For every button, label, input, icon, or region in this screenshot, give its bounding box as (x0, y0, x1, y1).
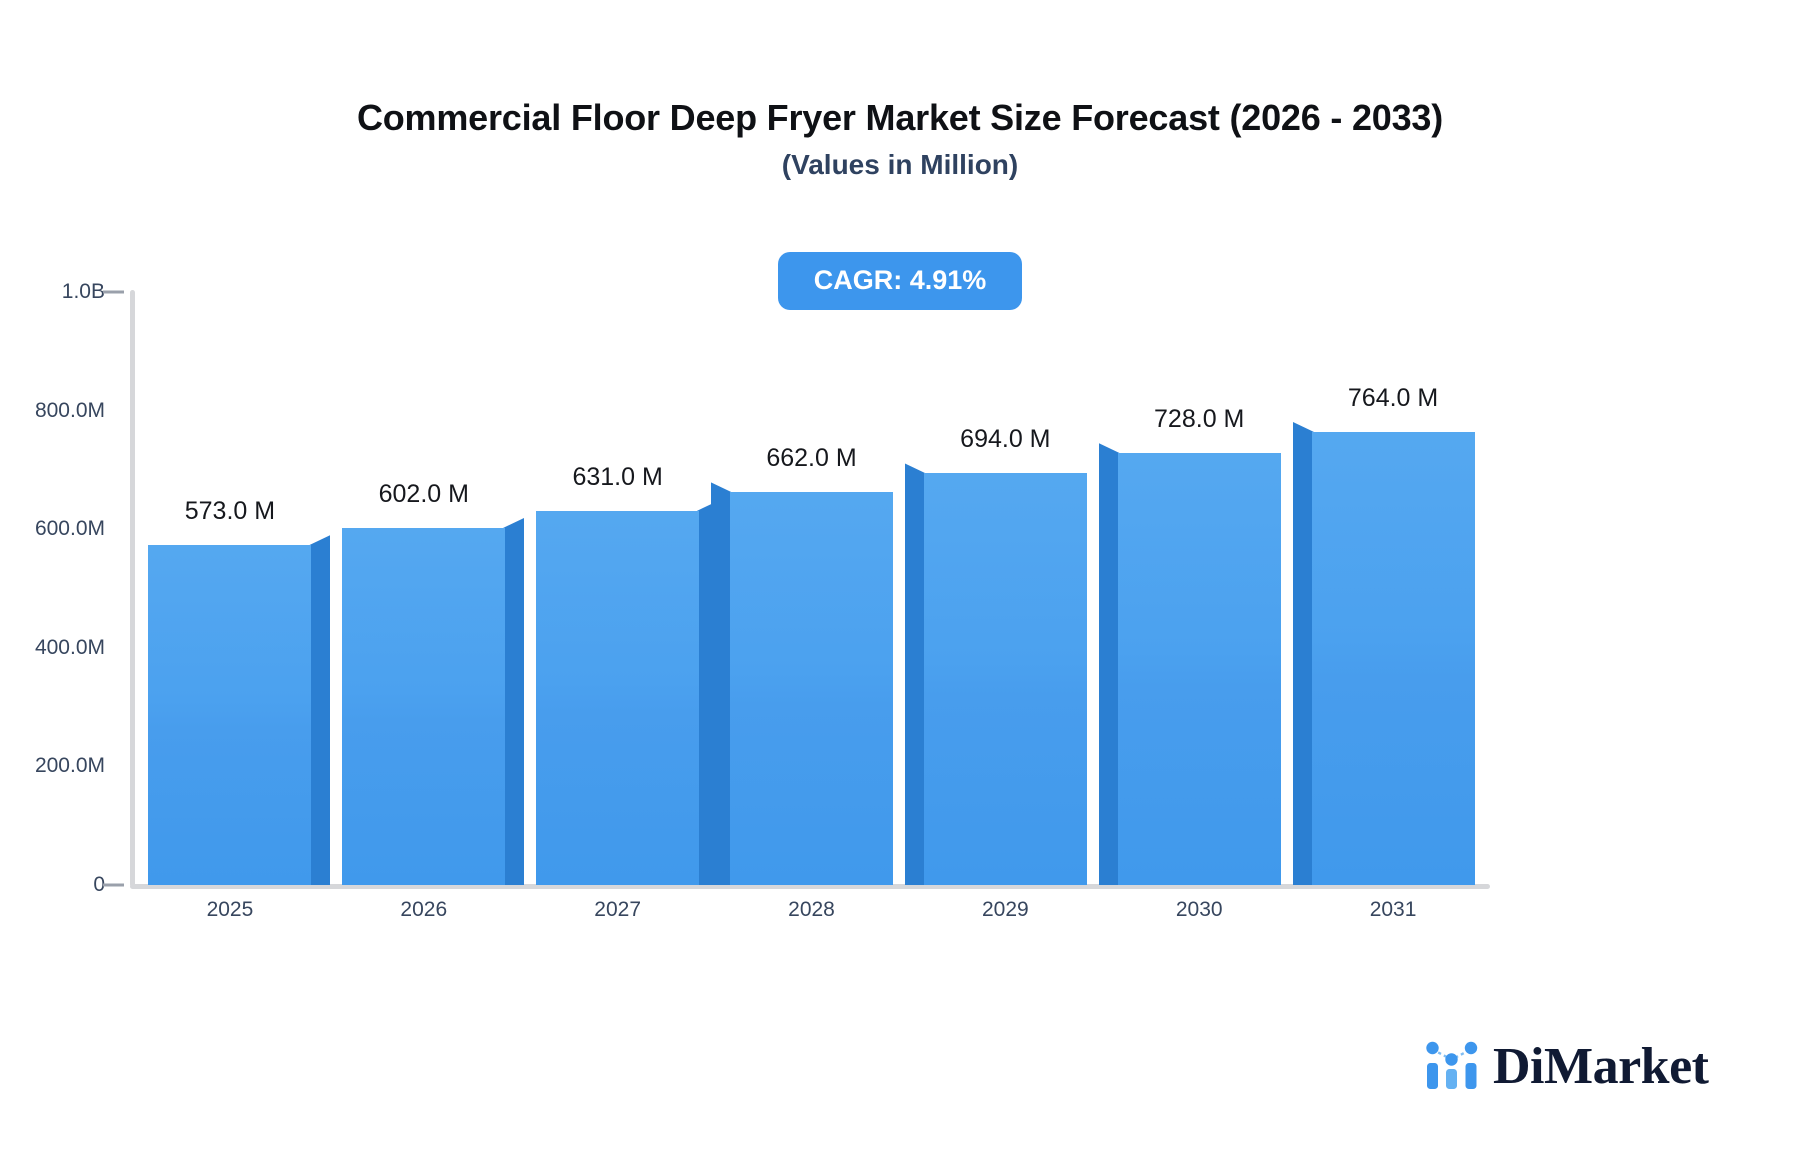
y-tick-mark (103, 290, 124, 294)
bar-value-label: 602.0 M (378, 480, 469, 508)
bar[interactable] (148, 535, 330, 885)
y-tick-label: 400.0M (34, 635, 105, 659)
x-tick-label: 2029 (981, 898, 1029, 921)
x-tick-label: 2031 (1369, 898, 1417, 921)
chart-subtitle: (Values in Million) (781, 149, 1019, 180)
bar-side-face (503, 518, 524, 885)
cagr-badge-container: CAGR: 4.91% (0, 252, 1800, 310)
bar-side-face (711, 482, 732, 885)
bar-value-label: 631.0 M (572, 462, 663, 491)
bar-value-label: 764.0 M (1347, 383, 1439, 412)
y-tick-label: 800.0M (34, 398, 105, 422)
x-tick-label: 2025 (206, 898, 254, 921)
chart-header: Commercial Floor Deep Fryer Market Size … (0, 96, 1800, 182)
x-axis-line (130, 884, 1490, 889)
bar-front-face (342, 528, 505, 885)
bar-front-face (1312, 431, 1475, 885)
bar-value-label: 728.0 M (1154, 405, 1245, 434)
y-axis-line (130, 290, 135, 887)
bar-value-label: 662.0 M (766, 444, 857, 473)
bar-chart-icon (1424, 1038, 1480, 1095)
y-tick-label: 0 (93, 873, 105, 896)
bar-side-face (1099, 443, 1120, 885)
bar[interactable] (342, 518, 524, 885)
bar-front-face (924, 473, 1087, 885)
bar[interactable] (1099, 443, 1281, 885)
y-tick-label: 600.0M (34, 517, 105, 541)
y-tick-label: 200.0M (34, 754, 105, 778)
bar-side-face (309, 535, 330, 885)
y-tick-mark (103, 883, 124, 887)
brand-logo: DiMarket (1424, 1037, 1709, 1095)
y-tick-label: 1.0B (61, 280, 105, 303)
x-tick-label: 2030 (1175, 898, 1223, 921)
bar[interactable] (536, 500, 718, 885)
brand-name: DiMarket (1493, 1037, 1709, 1095)
bar[interactable] (711, 482, 893, 885)
bar[interactable] (905, 463, 1087, 885)
bar-front-face (1118, 453, 1281, 885)
bar-side-face (1293, 421, 1314, 885)
bar[interactable] (1293, 421, 1475, 885)
bar-front-face (536, 510, 699, 885)
bar-value-label: 573.0 M (184, 497, 276, 526)
x-tick-label: 2027 (594, 898, 641, 921)
bar-value-label: 694.0 M (960, 425, 1051, 454)
x-tick-label: 2026 (400, 898, 448, 921)
bar-front-face (148, 545, 311, 885)
bar-side-face (905, 463, 926, 885)
bar-front-face (730, 492, 893, 885)
chart-title: Commercial Floor Deep Fryer Market Size … (356, 97, 1444, 138)
x-tick-label: 2028 (788, 898, 835, 921)
cagr-badge: CAGR: 4.91% (777, 252, 1023, 310)
